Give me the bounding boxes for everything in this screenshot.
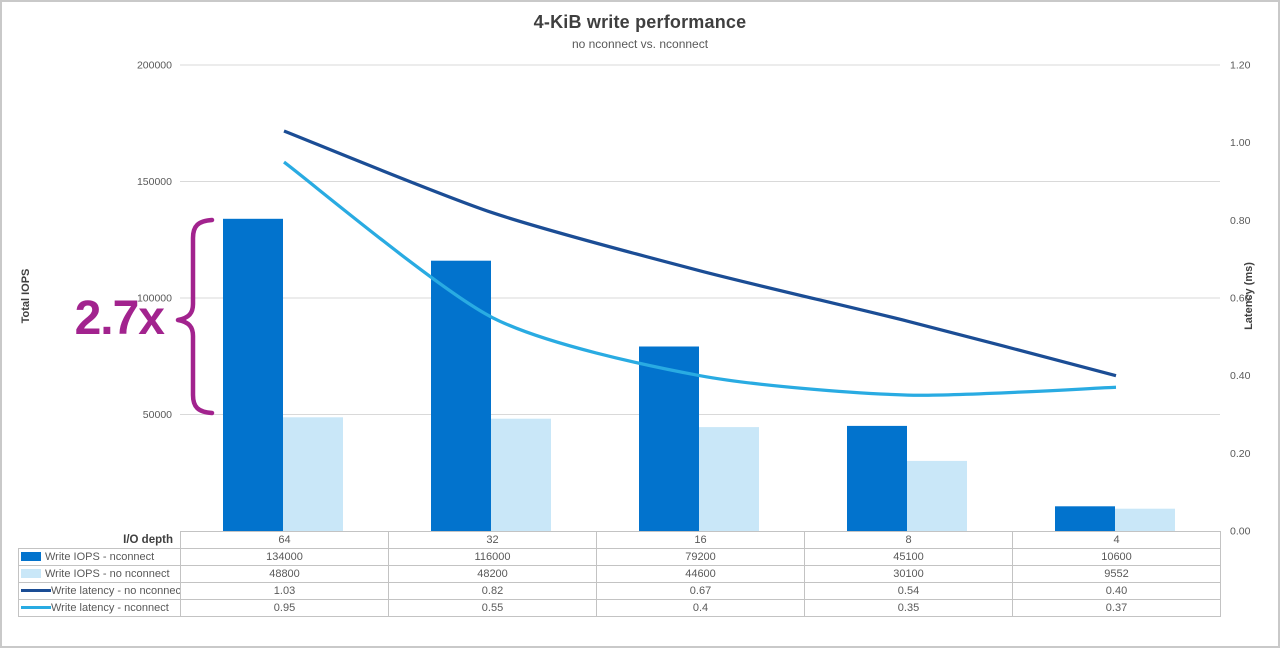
- table-row: Write latency - nconnect 0.95 0.55 0.4 0.35 0…: [18, 599, 1221, 617]
- bar-write-iops-nconnect: [1055, 506, 1115, 531]
- value-cell: 0.37: [1012, 599, 1221, 617]
- value-cell: 0.67: [596, 582, 805, 600]
- chart-title: 4-KiB write performance: [533, 12, 747, 32]
- legend-line-swatch: [21, 589, 51, 592]
- value-cell: 79200: [596, 548, 805, 566]
- bar-write-iops-no-nconnect: [283, 417, 343, 531]
- left-axis-tick-label: 200000: [137, 60, 172, 72]
- value-cell: 48800: [180, 565, 389, 583]
- right-axis-tick-label: 1.20: [1230, 60, 1251, 72]
- line-write-latency-nconnect: [283, 160, 1117, 397]
- legend-cell: Write latency - nconnect: [18, 599, 181, 617]
- value-cell: 0.4: [596, 599, 805, 617]
- legend-cell: Write IOPS - nconnect: [18, 548, 181, 566]
- left-axis-tick-label: 50000: [143, 409, 172, 421]
- series-name: Write IOPS - no nconnect: [45, 568, 170, 580]
- value-cell: 9552: [1012, 565, 1221, 583]
- x-axis-title: I/O depth: [123, 533, 173, 546]
- right-axis-tick-label: 1.00: [1230, 137, 1251, 149]
- data-table: I/O depth 64 32 16 8 4 Write IOPS - nconnect 13…: [18, 531, 1221, 617]
- category-header-cell: 32: [388, 531, 597, 549]
- bar-write-iops-no-nconnect: [699, 427, 759, 531]
- value-cell: 1.03: [180, 582, 389, 600]
- left-axis-tick-label: 100000: [137, 293, 172, 305]
- right-axis-tick-label: 0.40: [1230, 370, 1251, 382]
- bar-write-iops-no-nconnect: [1115, 508, 1175, 531]
- value-cell: 134000: [180, 548, 389, 566]
- series-name: Write latency - no nconnect: [51, 585, 181, 597]
- line-write-latency-no-nconnect: [283, 129, 1117, 378]
- legend-bar-swatch: [21, 569, 41, 578]
- value-cell: 0.54: [804, 582, 1013, 600]
- annotation-ratio-label: 2.7x: [74, 292, 165, 345]
- category-header-cell: 8: [804, 531, 1013, 549]
- table-row: Write IOPS - nconnect 134000 116000 79200 45…: [18, 548, 1221, 566]
- chart-subtitle: no nconnect vs. nconnect: [571, 37, 709, 51]
- bar-write-iops-nconnect: [431, 260, 491, 531]
- value-cell: 0.35: [804, 599, 1013, 617]
- bar-write-iops-nconnect: [847, 425, 907, 531]
- bar-write-iops-no-nconnect: [491, 418, 551, 531]
- right-axis-tick-label: 0.60: [1230, 293, 1251, 305]
- value-cell: 0.82: [388, 582, 597, 600]
- series-name: Write latency - nconnect: [51, 602, 169, 614]
- bar-write-iops-nconnect: [639, 346, 699, 531]
- category-header-cell: 64: [180, 531, 389, 549]
- right-axis-tick-label: 0.20: [1230, 448, 1251, 460]
- table-row: Write IOPS - no nconnect 48800 48200 44600 3…: [18, 565, 1221, 583]
- left-axis-tick-label: 150000: [137, 176, 172, 188]
- bar-write-iops-no-nconnect: [907, 460, 967, 531]
- series-name: Write IOPS - nconnect: [45, 551, 155, 563]
- legend-cell: Write latency - no nconnect: [18, 582, 181, 600]
- value-cell: 0.55: [388, 599, 597, 617]
- table-header-row: I/O depth 64 32 16 8 4: [19, 531, 1221, 549]
- category-header-cell: 4: [1012, 531, 1221, 549]
- right-axis-tick-label: 0.80: [1230, 215, 1251, 227]
- bar-write-iops-nconnect: [223, 218, 283, 532]
- legend-line-swatch: [21, 606, 51, 609]
- table-row: Write latency - no nconnect 1.03 0.82 0.67 0…: [18, 582, 1221, 600]
- value-cell: 30100: [804, 565, 1013, 583]
- value-cell: 44600: [596, 565, 805, 583]
- value-cell: 45100: [804, 548, 1013, 566]
- value-cell: 0.95: [180, 599, 389, 617]
- right-axis-tick-label: 0.00: [1230, 526, 1251, 538]
- value-cell: 48200: [388, 565, 597, 583]
- value-cell: 10600: [1012, 548, 1221, 566]
- value-cell: 0.40: [1012, 582, 1221, 600]
- category-header-cell: 16: [596, 531, 805, 549]
- value-cell: 116000: [388, 548, 597, 566]
- ratio-brace: [175, 217, 215, 416]
- legend-cell: Write IOPS - no nconnect: [18, 565, 181, 583]
- legend-bar-swatch: [21, 552, 41, 561]
